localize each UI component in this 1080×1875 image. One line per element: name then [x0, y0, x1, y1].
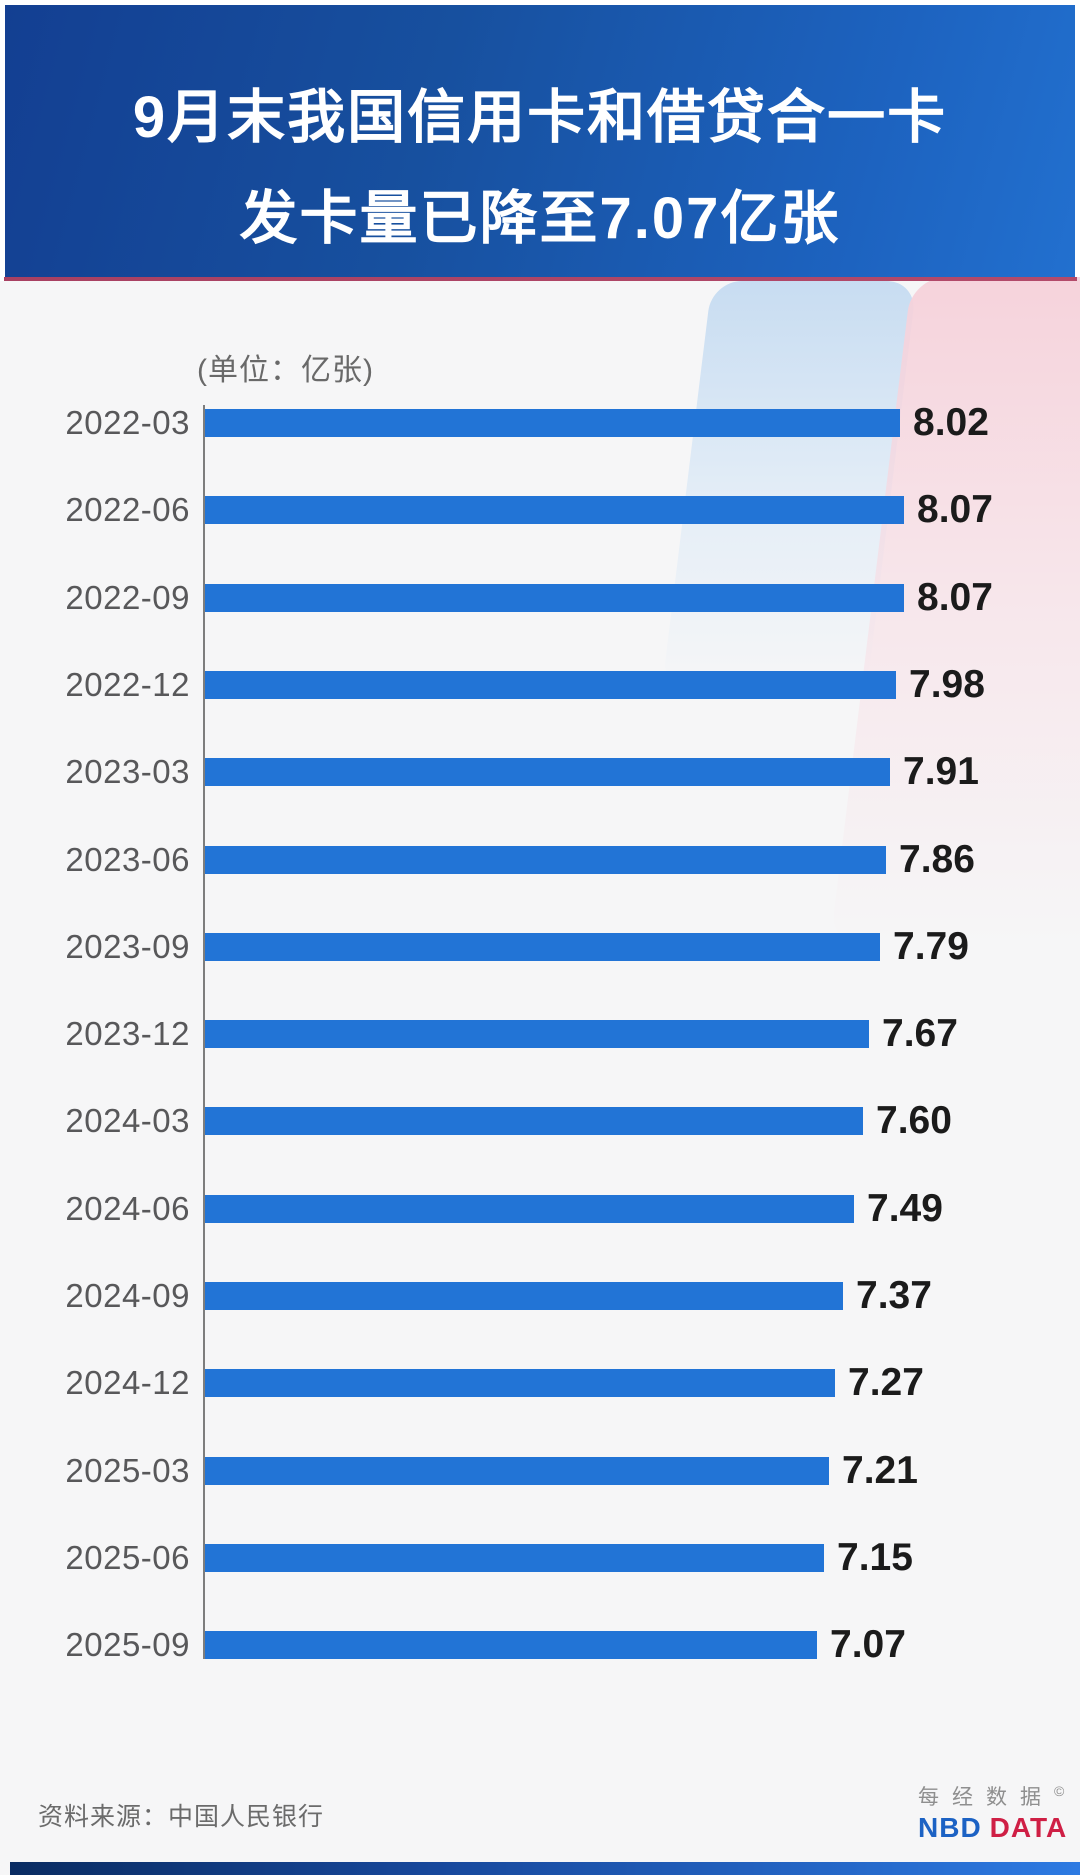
bar [205, 584, 904, 612]
chart-row: 2025-03 7.21 [0, 1449, 1080, 1492]
chart-row: 2023-06 7.86 [0, 838, 1080, 881]
chart-row: 2022-03 8.02 [0, 401, 1080, 444]
bar [205, 1195, 854, 1223]
bar [205, 496, 904, 524]
category-label: 2024-03 [65, 1102, 190, 1139]
value-label: 7.27 [848, 1361, 924, 1404]
category-label: 2024-06 [65, 1190, 190, 1227]
category-label: 2022-06 [65, 491, 190, 528]
title-line-2: 发卡量已降至7.07亿张 [239, 186, 841, 251]
source-text: 资料来源：中国人民银行 [38, 1803, 325, 1831]
bar [205, 1107, 863, 1135]
nbd-logo: 每经数据© NBD DATA [918, 1779, 1067, 1844]
value-label: 7.67 [882, 1012, 958, 1055]
value-label: 8.02 [913, 401, 989, 444]
footer-stripe [10, 1862, 1080, 1875]
copyright-mark: © [1054, 1783, 1065, 1799]
category-label: 2023-06 [65, 841, 190, 878]
category-label: 2023-03 [65, 753, 190, 790]
value-label: 7.98 [909, 663, 985, 706]
category-label: 2025-03 [65, 1452, 190, 1489]
value-label: 7.91 [903, 750, 979, 793]
value-label: 7.49 [867, 1187, 943, 1230]
value-label: 7.79 [893, 925, 969, 968]
chart-row: 2024-03 7.60 [0, 1099, 1080, 1142]
bar [205, 933, 880, 961]
category-label: 2024-12 [65, 1364, 190, 1401]
value-label: 7.60 [876, 1099, 952, 1142]
value-label: 8.07 [917, 576, 993, 619]
chart-row: 2024-12 7.27 [0, 1361, 1080, 1404]
category-label: 2025-09 [65, 1626, 190, 1663]
value-label: 7.86 [899, 838, 975, 881]
category-label: 2023-12 [65, 1015, 190, 1052]
chart-row: 2022-12 7.98 [0, 663, 1080, 706]
chart-row: 2024-09 7.37 [0, 1274, 1080, 1317]
bar [205, 1369, 835, 1397]
value-label: 7.21 [842, 1449, 918, 1492]
header-banner: 9月末我国信用卡和借贷合一卡 发卡量已降至7.07亿张 [5, 5, 1075, 277]
bar [205, 846, 886, 874]
chart-row: 2024-06 7.49 [0, 1187, 1080, 1230]
chart-row: 2023-09 7.79 [0, 925, 1080, 968]
chart-row: 2022-09 8.07 [0, 576, 1080, 619]
chart-row: 2023-12 7.67 [0, 1012, 1080, 1055]
bar [205, 1020, 869, 1048]
chart-row: 2025-06 7.15 [0, 1536, 1080, 1579]
bar [205, 1631, 817, 1659]
category-label: 2022-03 [65, 404, 190, 441]
chart-row: 2025-09 7.07 [0, 1623, 1080, 1666]
category-label: 2022-12 [65, 666, 190, 703]
category-label: 2023-09 [65, 928, 190, 965]
chart-row: 2022-06 8.07 [0, 488, 1080, 531]
category-label: 2024-09 [65, 1277, 190, 1314]
bar [205, 1544, 824, 1572]
chart-row: 2023-03 7.91 [0, 750, 1080, 793]
bar [205, 1457, 829, 1485]
nbd-logo-en: NBD DATA [918, 1812, 1068, 1843]
bar [205, 671, 896, 699]
bar [205, 758, 890, 786]
value-label: 7.07 [830, 1623, 906, 1666]
value-label: 7.37 [856, 1274, 932, 1317]
title-line-1: 9月末我国信用卡和借贷合一卡 [132, 85, 948, 150]
bar [205, 1282, 843, 1310]
y-axis-line [203, 405, 205, 1659]
header-red-rule [4, 277, 1077, 281]
value-label: 7.15 [837, 1536, 913, 1579]
category-label: 2025-06 [65, 1539, 190, 1576]
category-label: 2022-09 [65, 579, 190, 616]
bar [205, 409, 900, 437]
value-label: 8.07 [917, 488, 993, 531]
unit-label: (单位：亿张) [197, 354, 374, 387]
nbd-logo-cn: 每经数据© [918, 1783, 1065, 1809]
